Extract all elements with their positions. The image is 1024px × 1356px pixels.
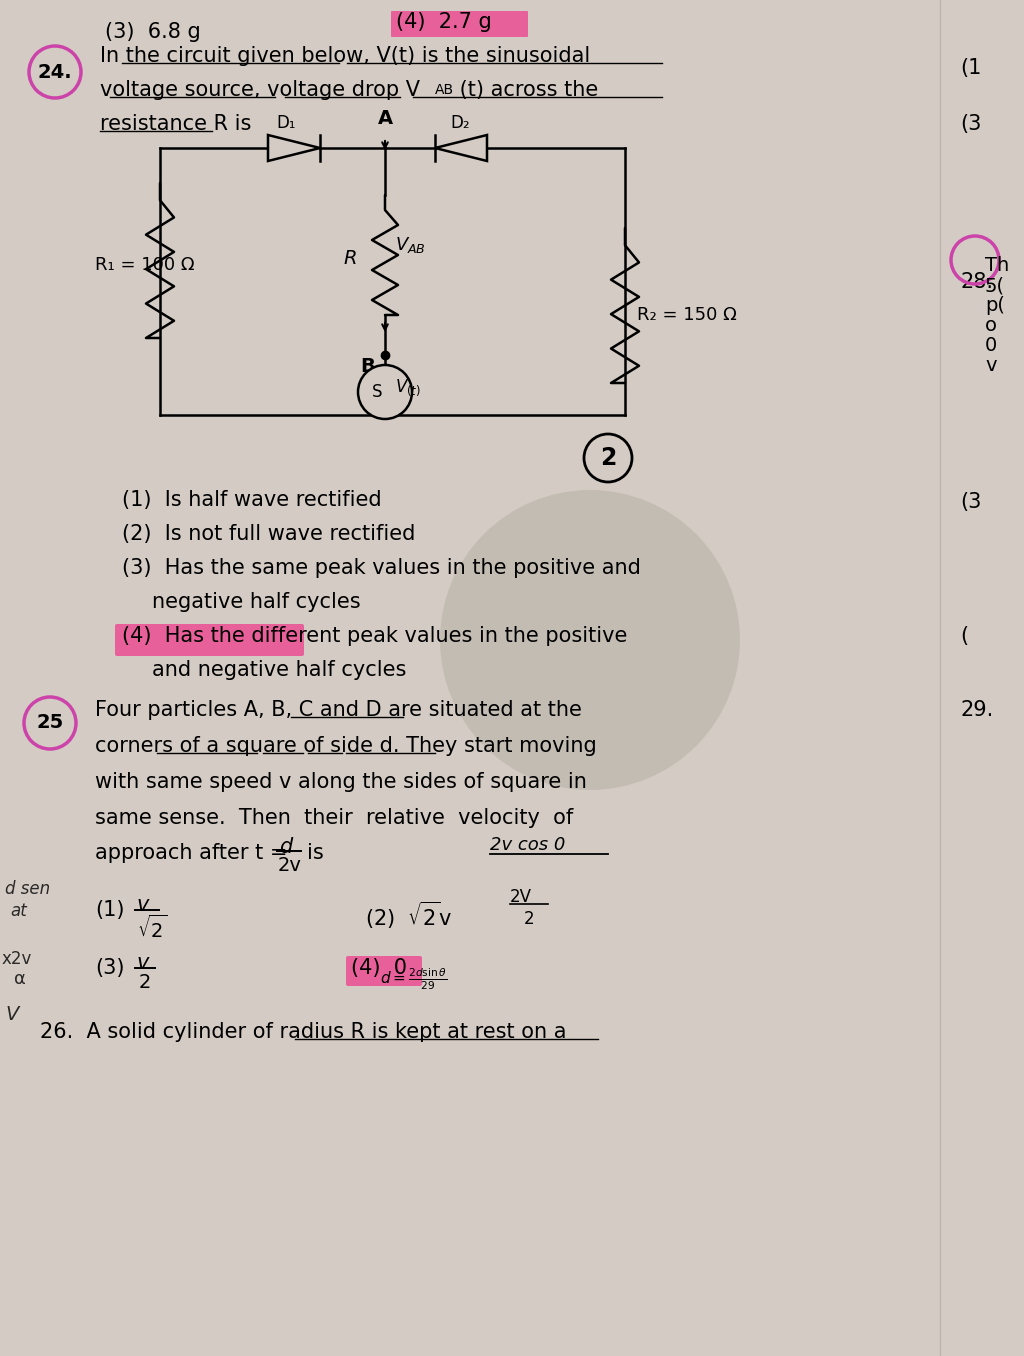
Text: 29.: 29. [961, 700, 993, 720]
Text: 2v: 2v [278, 856, 302, 875]
Text: 2: 2 [524, 910, 535, 928]
Polygon shape [435, 136, 487, 161]
Text: v: v [137, 953, 150, 974]
Text: V: V [5, 1005, 18, 1024]
Circle shape [584, 434, 632, 481]
Text: (3: (3 [961, 492, 981, 513]
Text: d: d [279, 837, 292, 857]
Text: 2: 2 [600, 446, 616, 471]
Text: $d = \frac{2d\sin\theta}{29}$: $d = \frac{2d\sin\theta}{29}$ [380, 965, 447, 991]
Text: R₂ = 150 Ω: R₂ = 150 Ω [637, 306, 736, 324]
Text: $V_{(t)}$: $V_{(t)}$ [395, 378, 421, 399]
Text: d sen: d sen [5, 880, 50, 898]
Text: R₁ = 100 Ω: R₁ = 100 Ω [95, 256, 195, 274]
Text: v: v [137, 895, 150, 915]
Text: (3): (3) [95, 957, 125, 978]
Text: (1: (1 [961, 58, 981, 79]
Text: D₁: D₁ [276, 114, 296, 132]
Text: o: o [985, 316, 997, 335]
Text: x2v: x2v [2, 951, 33, 968]
Text: (3: (3 [961, 114, 981, 134]
Text: (4)  0: (4) 0 [351, 957, 407, 978]
Text: (4)  2.7 g: (4) 2.7 g [396, 12, 492, 33]
Text: at: at [10, 902, 27, 919]
Text: $\sqrt{2}$: $\sqrt{2}$ [137, 915, 168, 942]
Text: A: A [378, 108, 392, 127]
Text: negative half cycles: negative half cycles [152, 593, 360, 612]
Text: (t) across the: (t) across the [453, 80, 598, 100]
Text: (3)  Has the same peak values in the positive and: (3) Has the same peak values in the posi… [122, 559, 641, 578]
Text: 28.: 28. [961, 273, 993, 292]
Text: approach after t =: approach after t = [95, 843, 288, 862]
Text: voltage source, voltage drop V: voltage source, voltage drop V [100, 80, 420, 100]
Text: Four particles A, B, C and D are situated at the: Four particles A, B, C and D are situate… [95, 700, 582, 720]
Text: resistance R is: resistance R is [100, 114, 251, 134]
Text: same sense.  Then  their  relative  velocity  of: same sense. Then their relative velocity… [95, 808, 573, 829]
Text: (1): (1) [95, 900, 125, 919]
Text: R: R [343, 248, 357, 267]
Text: In the circuit given below, V(t) is the sinusoidal: In the circuit given below, V(t) is the … [100, 46, 590, 66]
FancyBboxPatch shape [391, 11, 528, 37]
Circle shape [440, 490, 740, 791]
Text: (1)  Is half wave rectified: (1) Is half wave rectified [122, 490, 382, 510]
Text: 26.  A solid cylinder of radius R is kept at rest on a: 26. A solid cylinder of radius R is kept… [40, 1022, 566, 1041]
Circle shape [358, 365, 412, 419]
Text: AB: AB [435, 83, 454, 98]
Text: p(: p( [985, 296, 1005, 315]
Text: and negative half cycles: and negative half cycles [152, 660, 407, 679]
Text: corners of a square of side d. They start moving: corners of a square of side d. They star… [95, 736, 597, 757]
Text: is: is [307, 843, 324, 862]
Text: 2v cos 0: 2v cos 0 [490, 837, 565, 854]
Text: B: B [360, 357, 375, 376]
FancyBboxPatch shape [115, 624, 304, 656]
Text: α: α [14, 970, 26, 989]
Text: $V_{AB}$: $V_{AB}$ [395, 235, 426, 255]
Text: (3)  6.8 g: (3) 6.8 g [105, 22, 201, 42]
Text: 2: 2 [139, 974, 152, 993]
Text: 0: 0 [985, 336, 997, 355]
Text: Th: Th [985, 256, 1010, 275]
Text: (4)  Has the different peak values in the positive: (4) Has the different peak values in the… [122, 626, 628, 645]
Text: (: ( [961, 626, 968, 645]
Text: 24.: 24. [38, 62, 73, 81]
Text: 5(: 5( [985, 277, 1005, 296]
Text: (2)  Is not full wave rectified: (2) Is not full wave rectified [122, 523, 416, 544]
Text: 2V: 2V [510, 888, 532, 906]
Polygon shape [268, 136, 319, 161]
FancyBboxPatch shape [346, 956, 422, 986]
Text: with same speed v along the sides of square in: with same speed v along the sides of squ… [95, 772, 587, 792]
Text: v: v [985, 357, 996, 376]
Text: 25: 25 [37, 713, 63, 732]
Text: (2)  $\sqrt{2}$v: (2) $\sqrt{2}$v [365, 900, 453, 932]
Text: D₂: D₂ [451, 114, 470, 132]
Text: S: S [372, 382, 382, 401]
